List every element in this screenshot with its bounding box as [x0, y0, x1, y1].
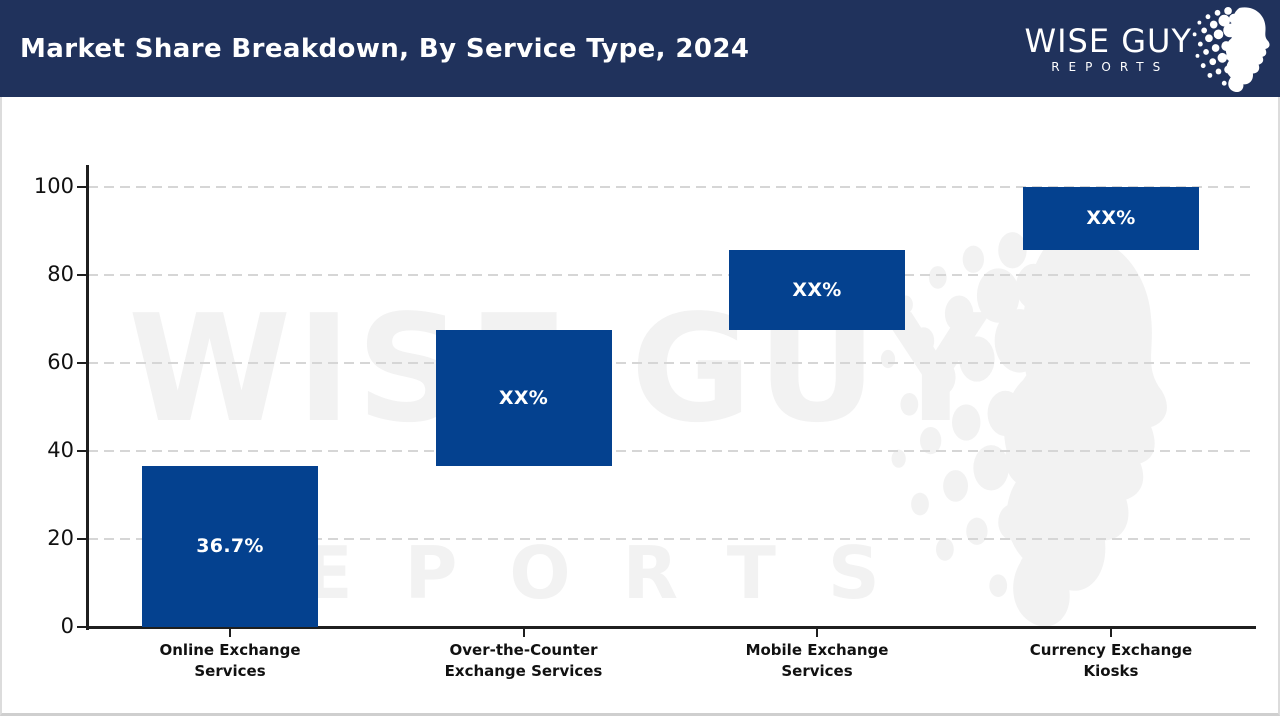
y-gridline: [88, 538, 1256, 540]
y-axis-line: [86, 165, 89, 630]
bar-segment: XX%: [435, 330, 612, 466]
x-category-label: Currency Exchange Kiosks: [991, 640, 1231, 682]
bar-value-label: XX%: [1086, 207, 1136, 230]
y-tick-mark: [77, 274, 86, 276]
y-tick-label: 0: [60, 614, 74, 638]
brand-name: WISE GUY: [1024, 21, 1192, 60]
y-gridline: [88, 186, 1256, 188]
bar-value-label: XX%: [498, 386, 549, 409]
y-tick-label: 100: [33, 174, 74, 198]
brand-logo-text: WISE GUY REPORTS: [1024, 25, 1192, 73]
x-category-label-line: Mobile Exchange: [745, 641, 889, 659]
bar-segment: XX%: [729, 249, 905, 330]
y-gridline: [88, 274, 1256, 276]
brand-subname: REPORTS: [1051, 59, 1170, 74]
bar-segment: XX%: [1023, 187, 1199, 250]
x-category-label: Over-the-Counter Exchange Services: [404, 640, 644, 682]
x-category-label-line: Services: [781, 662, 853, 680]
y-tick-label: 40: [47, 438, 74, 462]
y-gridline: [88, 450, 1256, 452]
x-category-label-line: Services: [194, 662, 266, 680]
x-tick-mark: [522, 629, 525, 637]
y-tick-mark: [77, 626, 86, 628]
bar-value-label: 36.7%: [196, 535, 264, 558]
wise-guy-head-icon: [1186, 5, 1272, 93]
y-tick-mark: [77, 538, 86, 540]
y-tick-label: 80: [47, 262, 74, 286]
x-tick-mark: [229, 629, 231, 637]
x-tick-mark: [816, 629, 818, 637]
y-tick-mark: [77, 450, 86, 452]
x-category-label-line: Exchange Services: [444, 662, 603, 680]
brand-logo: WISE GUY REPORTS: [1024, 5, 1272, 93]
x-category-label-line: Over-the-Counter: [449, 641, 598, 659]
y-tick-label: 60: [47, 350, 74, 374]
x-tick-mark: [1110, 629, 1112, 637]
y-tick-mark: [77, 186, 86, 188]
x-category-label-line: Currency Exchange: [1029, 641, 1193, 659]
y-gridline: [88, 362, 1256, 364]
x-category-label: Online Exchange Services: [110, 640, 350, 682]
x-category-label-line: Kiosks: [1083, 662, 1139, 680]
chart-area: WISE GUY REPORTS 0 20 40 60 80 100 36.7% XX% XX%…: [0, 97, 1280, 720]
page-title: Market Share Breakdown, By Service Type,…: [20, 33, 750, 64]
y-tick-mark: [77, 362, 86, 364]
header-bar: Market Share Breakdown, By Service Type,…: [0, 0, 1280, 97]
x-axis-line: [86, 626, 1256, 629]
bar-segment: 36.7%: [142, 465, 318, 627]
y-tick-label: 20: [47, 526, 74, 550]
x-category-label: Mobile Exchange Services: [697, 640, 937, 682]
bar-value-label: XX%: [792, 278, 842, 301]
x-category-label-line: Online Exchange: [159, 641, 301, 659]
